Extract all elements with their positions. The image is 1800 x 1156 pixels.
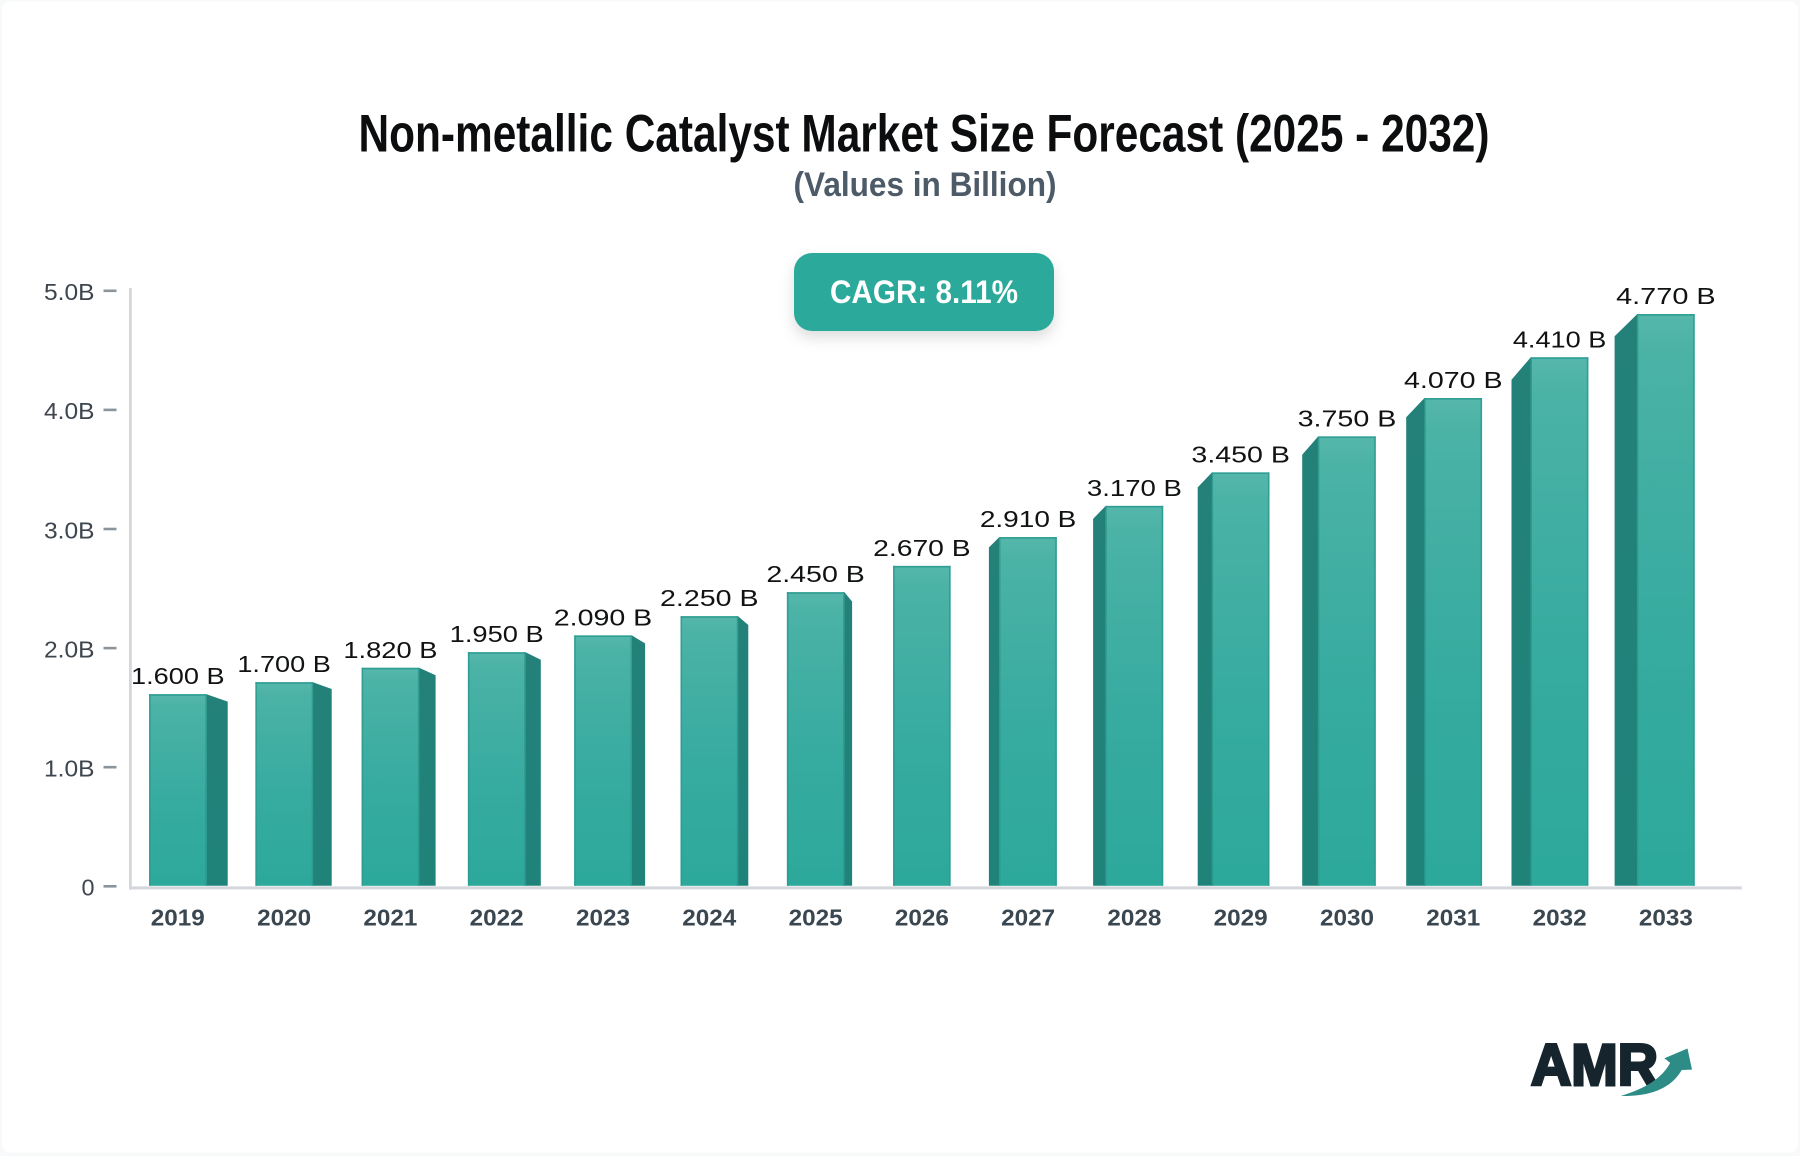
svg-text:2028: 2028 <box>1107 905 1161 931</box>
svg-text:2.250 B: 2.250 B <box>660 585 759 611</box>
svg-text:1.950 B: 1.950 B <box>450 621 544 647</box>
svg-text:1.700 B: 1.700 B <box>237 651 331 677</box>
svg-text:3.0B: 3.0B <box>44 517 95 543</box>
svg-text:2029: 2029 <box>1214 905 1268 931</box>
svg-text:2032: 2032 <box>1533 905 1587 931</box>
svg-text:2.090 B: 2.090 B <box>554 604 653 630</box>
svg-text:2.450 B: 2.450 B <box>766 561 865 587</box>
svg-text:2025: 2025 <box>789 905 843 931</box>
svg-text:2024: 2024 <box>682 905 736 931</box>
svg-text:2033: 2033 <box>1639 905 1693 931</box>
svg-text:0: 0 <box>82 875 95 901</box>
svg-text:2023: 2023 <box>576 905 630 931</box>
svg-text:1.820 B: 1.820 B <box>343 637 437 663</box>
svg-text:3.170 B: 3.170 B <box>1087 475 1182 501</box>
svg-text:Non-metallic Catalyst Market S: Non-metallic Catalyst Market Size Foreca… <box>359 105 1490 164</box>
svg-text:2.910 B: 2.910 B <box>980 506 1077 532</box>
svg-text:2030: 2030 <box>1320 905 1374 931</box>
svg-text:4.770 B: 4.770 B <box>1616 283 1716 309</box>
svg-text:1.600 B: 1.600 B <box>131 663 225 689</box>
svg-text:2031: 2031 <box>1426 905 1480 931</box>
svg-text:2027: 2027 <box>1001 905 1055 931</box>
svg-text:2026: 2026 <box>895 905 949 931</box>
svg-text:2.0B: 2.0B <box>44 636 95 662</box>
svg-text:2019: 2019 <box>151 905 205 931</box>
svg-text:5.0B: 5.0B <box>44 279 95 305</box>
svg-text:(Values in Billion): (Values in Billion) <box>794 166 1057 204</box>
svg-text:2020: 2020 <box>257 905 311 931</box>
svg-text:AMR: AMR <box>1531 1033 1658 1098</box>
svg-text:CAGR: 8.11%: CAGR: 8.11% <box>830 274 1018 310</box>
svg-text:4.0B: 4.0B <box>44 398 95 424</box>
svg-text:2.670 B: 2.670 B <box>873 535 971 561</box>
svg-text:4.070 B: 4.070 B <box>1404 367 1503 393</box>
svg-text:2021: 2021 <box>363 905 417 931</box>
svg-text:4.410 B: 4.410 B <box>1513 326 1607 352</box>
svg-text:1.0B: 1.0B <box>44 756 95 782</box>
svg-text:3.450 B: 3.450 B <box>1191 441 1290 467</box>
svg-text:3.750 B: 3.750 B <box>1298 405 1397 431</box>
svg-text:2022: 2022 <box>470 905 524 931</box>
